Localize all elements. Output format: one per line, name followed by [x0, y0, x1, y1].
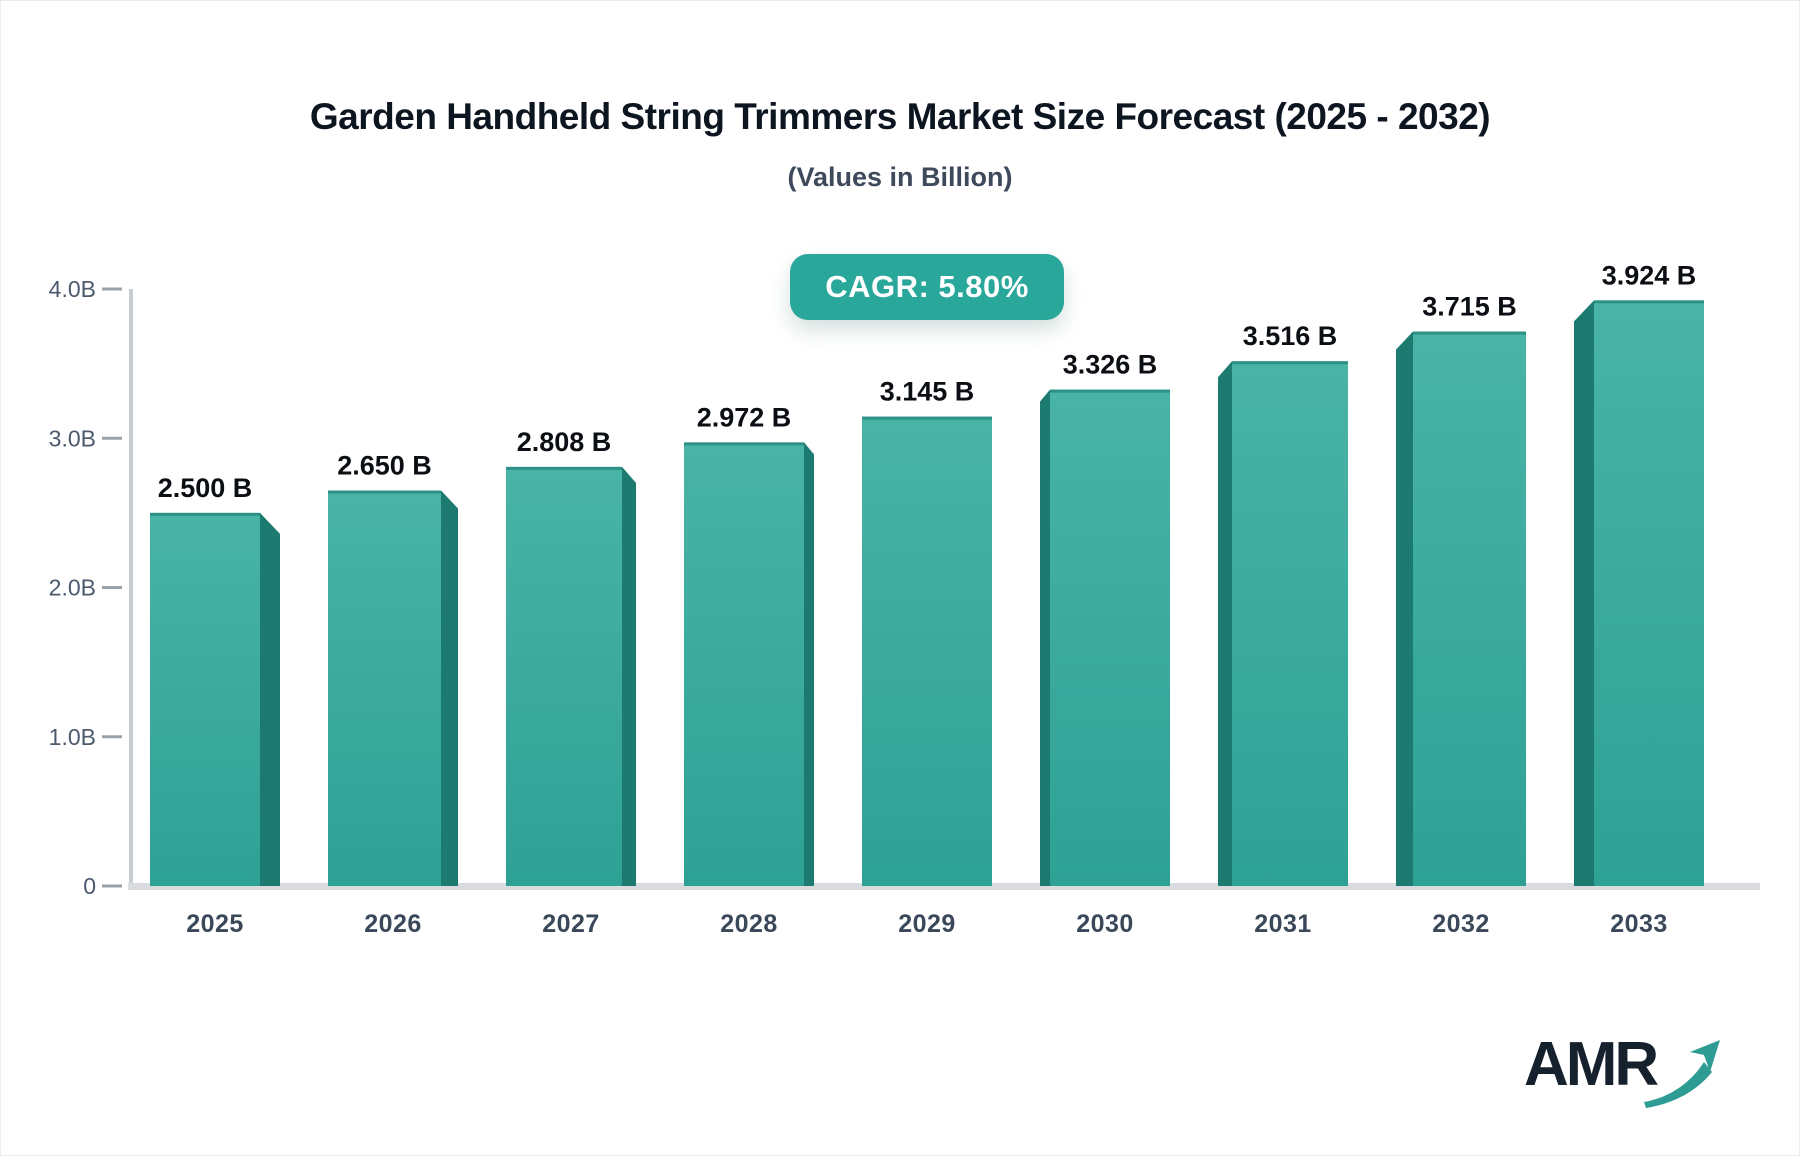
growth-arrow-icon	[1644, 1040, 1721, 1108]
bar-side-2032	[1396, 331, 1413, 886]
value-label-2025: 2.500 B	[158, 473, 253, 503]
bar-side-2027	[622, 466, 636, 886]
y-tick-label-4.0B: 4.0B	[49, 276, 96, 302]
bar-2026	[328, 490, 441, 886]
cagr-badge: CAGR: 5.80%	[790, 254, 1064, 320]
x-tick-label-2032: 2032	[1432, 910, 1490, 938]
x-axis-line	[128, 883, 1760, 890]
x-tick-label-2026: 2026	[364, 910, 422, 938]
value-label-2026: 2.650 B	[337, 450, 432, 480]
x-tick-label-2028: 2028	[720, 910, 778, 938]
bar-2032	[1413, 331, 1526, 886]
bar-side-2030	[1040, 389, 1050, 886]
bar-2025	[150, 512, 260, 886]
bar-2031	[1232, 361, 1348, 886]
bar-2027	[506, 466, 622, 886]
bar-side-2031	[1218, 361, 1232, 886]
amr-logo: AMR	[1524, 1030, 1764, 1120]
bar-2030	[1050, 389, 1170, 886]
y-tick-label-1.0B: 1.0B	[49, 724, 96, 750]
value-label-2033: 3.924 B	[1602, 260, 1697, 290]
y-tick-label-3.0B: 3.0B	[49, 425, 96, 451]
value-label-2028: 2.972 B	[697, 402, 792, 432]
bar-2028	[684, 442, 804, 886]
value-label-2032: 3.715 B	[1422, 292, 1517, 322]
x-tick-label-2033: 2033	[1610, 910, 1668, 938]
y-tick-label-2.0B: 2.0B	[49, 575, 96, 601]
x-tick-label-2027: 2027	[542, 910, 600, 938]
x-tick-label-2030: 2030	[1076, 910, 1134, 938]
chart-subtitle: (Values in Billion)	[787, 162, 1013, 192]
chart-title: Garden Handheld String Trimmers Market S…	[309, 96, 1491, 137]
amr-logo-text: AMR	[1524, 1030, 1659, 1099]
bar-side-2026	[441, 490, 458, 886]
value-label-2027: 2.808 B	[517, 427, 612, 457]
x-tick-label-2031: 2031	[1254, 910, 1312, 938]
value-label-2031: 3.516 B	[1243, 321, 1338, 351]
value-label-2030: 3.326 B	[1063, 350, 1158, 380]
bar-2029	[862, 416, 992, 886]
bar-side-2025	[260, 512, 280, 886]
bar-side-2033	[1574, 300, 1594, 886]
bar-2033	[1594, 300, 1704, 886]
bar-side-2028	[804, 442, 814, 886]
y-tick-label-0: 0	[83, 873, 96, 899]
x-tick-label-2029: 2029	[898, 910, 956, 938]
value-label-2029: 3.145 B	[880, 377, 975, 407]
x-tick-label-2025: 2025	[186, 910, 244, 938]
